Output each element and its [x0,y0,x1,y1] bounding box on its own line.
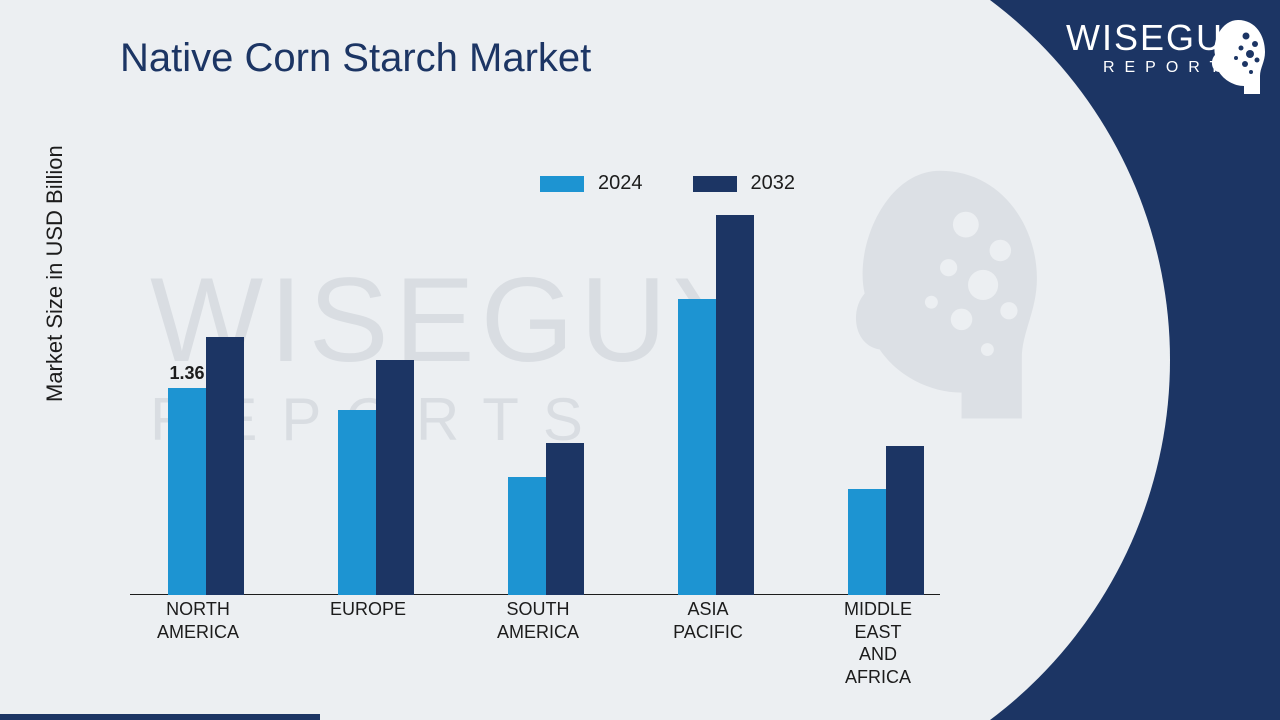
brand-logo: WISEGUY REPORTS [1066,20,1250,76]
category-label: EUROPE [308,598,428,621]
bar-2024: 1.36 [168,388,206,595]
plot-area: 1.36 [130,200,940,595]
bar-2024 [508,477,546,596]
legend-label-2024: 2024 [598,172,643,195]
bar-value-label: 1.36 [169,363,204,384]
legend-label-2032: 2032 [751,172,796,195]
bar-2032 [716,215,754,595]
bar-2024 [338,410,376,595]
bottom-accent-bar [0,714,320,720]
category-label: NORTHAMERICA [138,598,258,643]
chart-title: Native Corn Starch Market [120,36,591,81]
bar-2032 [376,360,414,595]
legend: 2024 2032 [540,172,795,195]
bar-2024 [848,489,886,595]
legend-item-2032: 2032 [693,172,796,195]
bar-2032 [886,446,924,595]
brand-line2: REPORTS [1066,60,1250,76]
category-label: ASIAPACIFIC [648,598,768,643]
legend-item-2024: 2024 [540,172,643,195]
legend-swatch-2024 [540,176,584,192]
brand-line1: WISEGUY [1066,20,1250,56]
bar-2024 [678,299,716,595]
category-label: SOUTHAMERICA [478,598,598,643]
legend-swatch-2032 [693,176,737,192]
y-axis-label: Market Size in USD Billion [42,145,68,402]
chart-area: 1.36 [110,200,940,595]
bar-2032 [546,443,584,595]
bar-2032 [206,337,244,595]
category-label: MIDDLEEASTANDAFRICA [818,598,938,688]
